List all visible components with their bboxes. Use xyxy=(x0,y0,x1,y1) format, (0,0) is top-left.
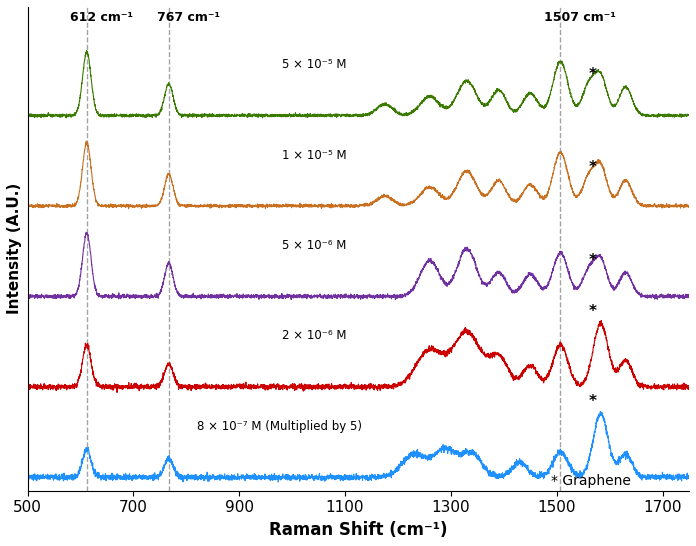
Text: 8 × 10⁻⁷ M (Multiplied by 5): 8 × 10⁻⁷ M (Multiplied by 5) xyxy=(197,420,362,433)
Text: 5 × 10⁻⁵ M: 5 × 10⁻⁵ M xyxy=(282,58,346,71)
Text: 2 × 10⁻⁶ M: 2 × 10⁻⁶ M xyxy=(282,329,346,342)
Text: * Graphene: * Graphene xyxy=(551,474,631,488)
Text: *: * xyxy=(589,253,596,268)
Text: 1 × 10⁻⁵ M: 1 × 10⁻⁵ M xyxy=(282,149,346,162)
Text: *: * xyxy=(589,304,596,319)
Text: *: * xyxy=(589,68,596,82)
Text: *: * xyxy=(589,394,596,410)
Text: *: * xyxy=(589,160,596,175)
Y-axis label: Intensity (A.U.): Intensity (A.U.) xyxy=(7,183,22,314)
Text: 612 cm⁻¹: 612 cm⁻¹ xyxy=(70,11,133,25)
Text: 1507 cm⁻¹: 1507 cm⁻¹ xyxy=(544,11,615,25)
X-axis label: Raman Shift (cm⁻¹): Raman Shift (cm⁻¹) xyxy=(269,521,448,539)
Text: 767 cm⁻¹: 767 cm⁻¹ xyxy=(157,11,220,25)
Text: 5 × 10⁻⁶ M: 5 × 10⁻⁶ M xyxy=(282,239,346,252)
